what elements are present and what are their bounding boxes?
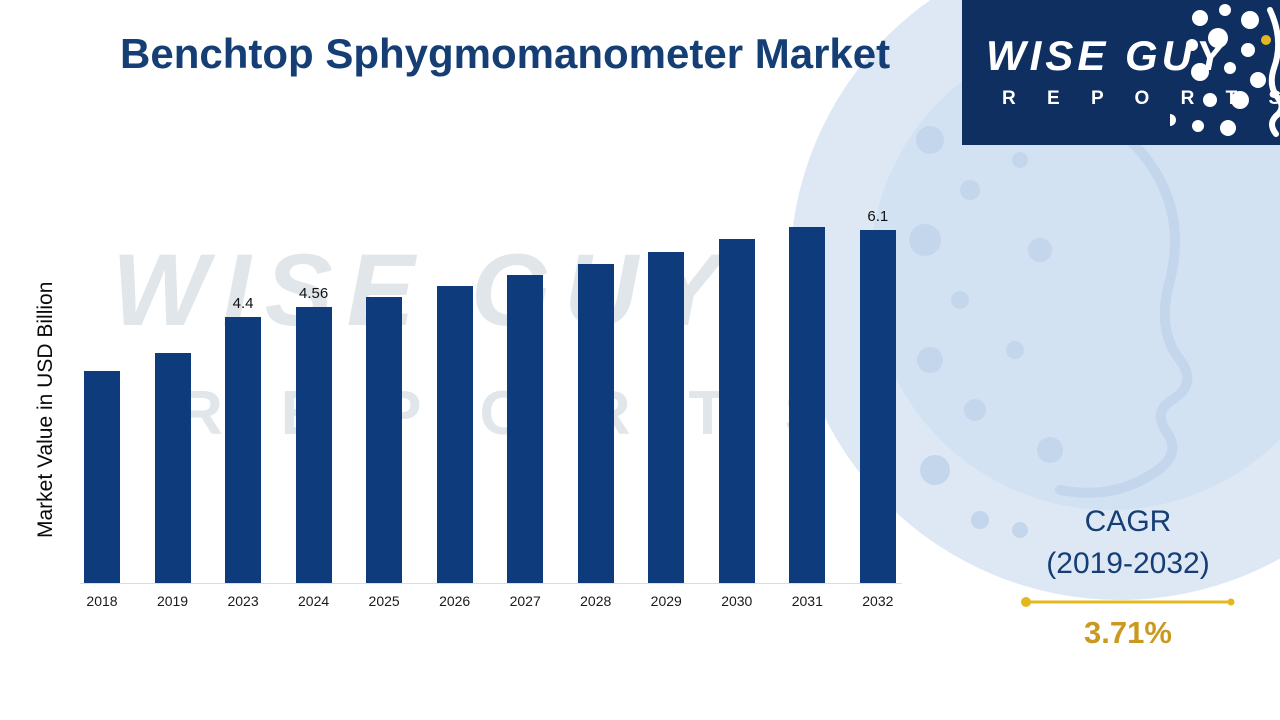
bar-group: 6.1 2032 (859, 208, 896, 609)
logo-gold-dot-icon (1261, 35, 1271, 45)
x-axis-tick-label: 2023 (227, 593, 259, 609)
bar (295, 307, 332, 583)
bars: 2018 2019 4.4 2023 4.56 2024 2025 2026 2027 2028 2… (84, 208, 896, 609)
x-axis-tick-label: 2031 (791, 593, 823, 609)
bar (507, 275, 544, 583)
bar-group: 2018 (84, 208, 120, 609)
cagr-divider-icon (1021, 597, 1235, 607)
bar-value-label: 4.4 (232, 294, 254, 312)
bar (577, 263, 614, 583)
face-watermark-dots-icon (909, 126, 1193, 538)
x-axis-tick-label: 2030 (721, 593, 753, 609)
bar (718, 239, 755, 583)
bar (648, 252, 685, 583)
cagr-label: CAGR (1084, 505, 1172, 538)
bar-group: 2029 (648, 208, 685, 609)
page-title: Benchtop Sphygmomanometer Market (120, 30, 891, 77)
logo-wordmark: WISE GUY (986, 32, 1229, 79)
cagr-value: 3.71% (1084, 615, 1172, 650)
x-axis-tick-label: 2029 (650, 593, 682, 609)
x-axis-tick-label: 2032 (862, 593, 894, 609)
x-axis-tick-label: 2027 (509, 593, 541, 609)
bar (225, 316, 262, 583)
bar (789, 226, 826, 583)
logo: WISE GUY R E P O R T S (962, 0, 1280, 145)
x-axis-tick-label: 2026 (439, 593, 471, 609)
bar-group: 2028 (577, 208, 614, 609)
y-axis-label: Market Value in USD Billion (34, 281, 57, 539)
bar-group: 2027 (507, 208, 544, 609)
watermark-text-line1: WISE GUY (112, 233, 735, 347)
bar-group: 2019 (154, 208, 191, 609)
bar (84, 371, 120, 583)
bar (436, 286, 473, 583)
bar (859, 230, 896, 583)
bar-group: 4.56 2024 (295, 208, 332, 609)
x-axis-tick-label: 2019 (156, 593, 189, 609)
x-axis-tick-label: 2028 (580, 593, 612, 609)
cagr-block: CAGR (2019-2032) 3.71% (988, 505, 1268, 651)
bar (154, 353, 191, 583)
bar-group: 2030 (718, 208, 755, 609)
x-axis-tick-label: 2024 (298, 593, 330, 609)
bar-group: 2025 (366, 208, 403, 609)
bar-value-label: 4.56 (298, 285, 329, 303)
bar (366, 296, 403, 583)
x-axis-tick-label: 2025 (368, 593, 400, 609)
x-axis-line (80, 583, 902, 584)
x-axis-tick-label: 2018 (86, 593, 118, 609)
logo-face-icon (1170, 4, 1280, 137)
bar-group: 2031 (789, 208, 826, 609)
cagr-range: (2019-2032) (1046, 547, 1210, 580)
bar-chart: Market Value in USD Billion 2018 2019 4.4 2… (34, 208, 902, 609)
bar-value-label: 6.1 (867, 208, 889, 225)
bar-group: 4.4 2023 (225, 208, 262, 609)
bar-group: 2026 (436, 208, 473, 609)
